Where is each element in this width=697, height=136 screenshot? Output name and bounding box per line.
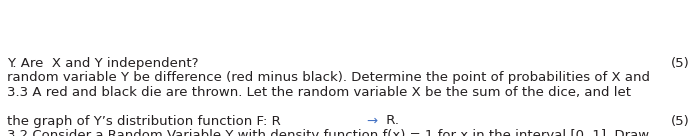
Text: R.: R. (382, 115, 399, 128)
Text: random variable Y be difference (red minus black). Determine the point of probab: random variable Y be difference (red min… (7, 72, 650, 84)
Text: 3.3 A red and black die are thrown. Let the random variable X be the sum of the : 3.3 A red and black die are thrown. Let … (7, 86, 631, 99)
Text: →: → (367, 115, 377, 128)
Text: (5): (5) (671, 57, 690, 70)
Text: Y. Are  X and Y independent?: Y. Are X and Y independent? (7, 57, 199, 70)
Text: 3.2 Consider a Random Variable Y with density function f(x) = 1 for x in the int: 3.2 Consider a Random Variable Y with de… (7, 129, 649, 136)
Text: the graph of Y’s distribution function F: R: the graph of Y’s distribution function F… (7, 115, 281, 128)
Text: (5): (5) (671, 115, 690, 128)
